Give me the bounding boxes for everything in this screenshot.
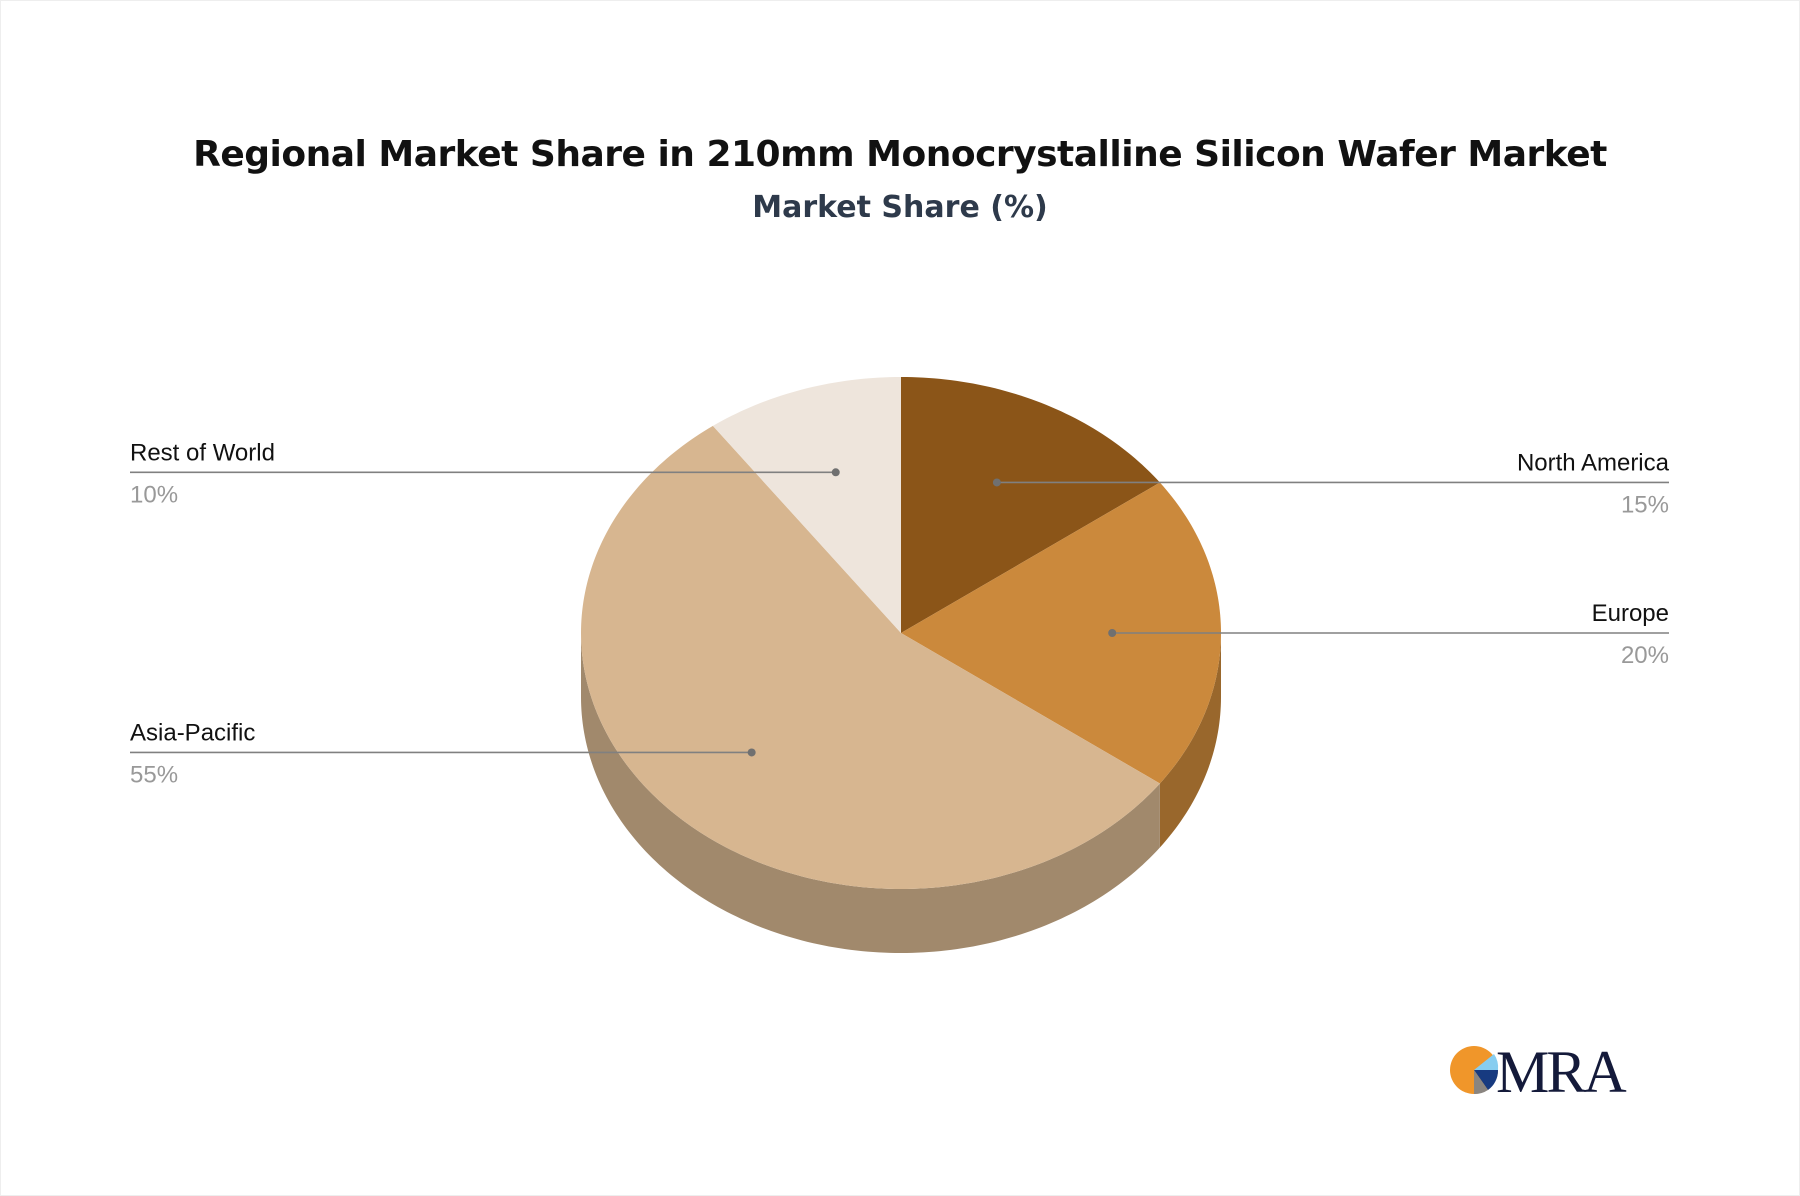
pie-slice-europe (901, 482, 1221, 784)
pie-slice-asia-pacific (581, 425, 1160, 889)
mra-logo: MRA (1450, 1040, 1629, 1100)
pie-side-europe (1159, 633, 1221, 848)
pie-slice-north-america (901, 377, 1160, 633)
slice-label-north-america: North America (1517, 449, 1670, 476)
slice-value-rest-of-world: 10% (130, 481, 178, 508)
slice-label-asia-pacific: Asia-Pacific (130, 719, 255, 746)
slice-label-europe: Europe (1592, 600, 1669, 627)
slice-value-asia-pacific: 55% (130, 761, 178, 788)
pie-slice-rest-of-world (712, 377, 901, 633)
slice-label-rest-of-world: Rest of World (130, 439, 275, 466)
slice-value-europe: 20% (1621, 642, 1669, 669)
leader-dot-rest-of-world (831, 468, 840, 477)
chart-title: Regional Market Share in 210mm Monocryst… (193, 134, 1607, 175)
slice-value-north-america: 15% (1621, 491, 1669, 518)
leader-dot-europe (1108, 629, 1117, 637)
chart-subtitle: Market Share (%) (752, 190, 1048, 225)
svg-text:MRA: MRA (1496, 1040, 1626, 1100)
leader-dot-asia-pacific (747, 748, 756, 757)
pie-side-asia-pacific (581, 633, 1160, 953)
leader-dot-north-america (992, 478, 1001, 487)
